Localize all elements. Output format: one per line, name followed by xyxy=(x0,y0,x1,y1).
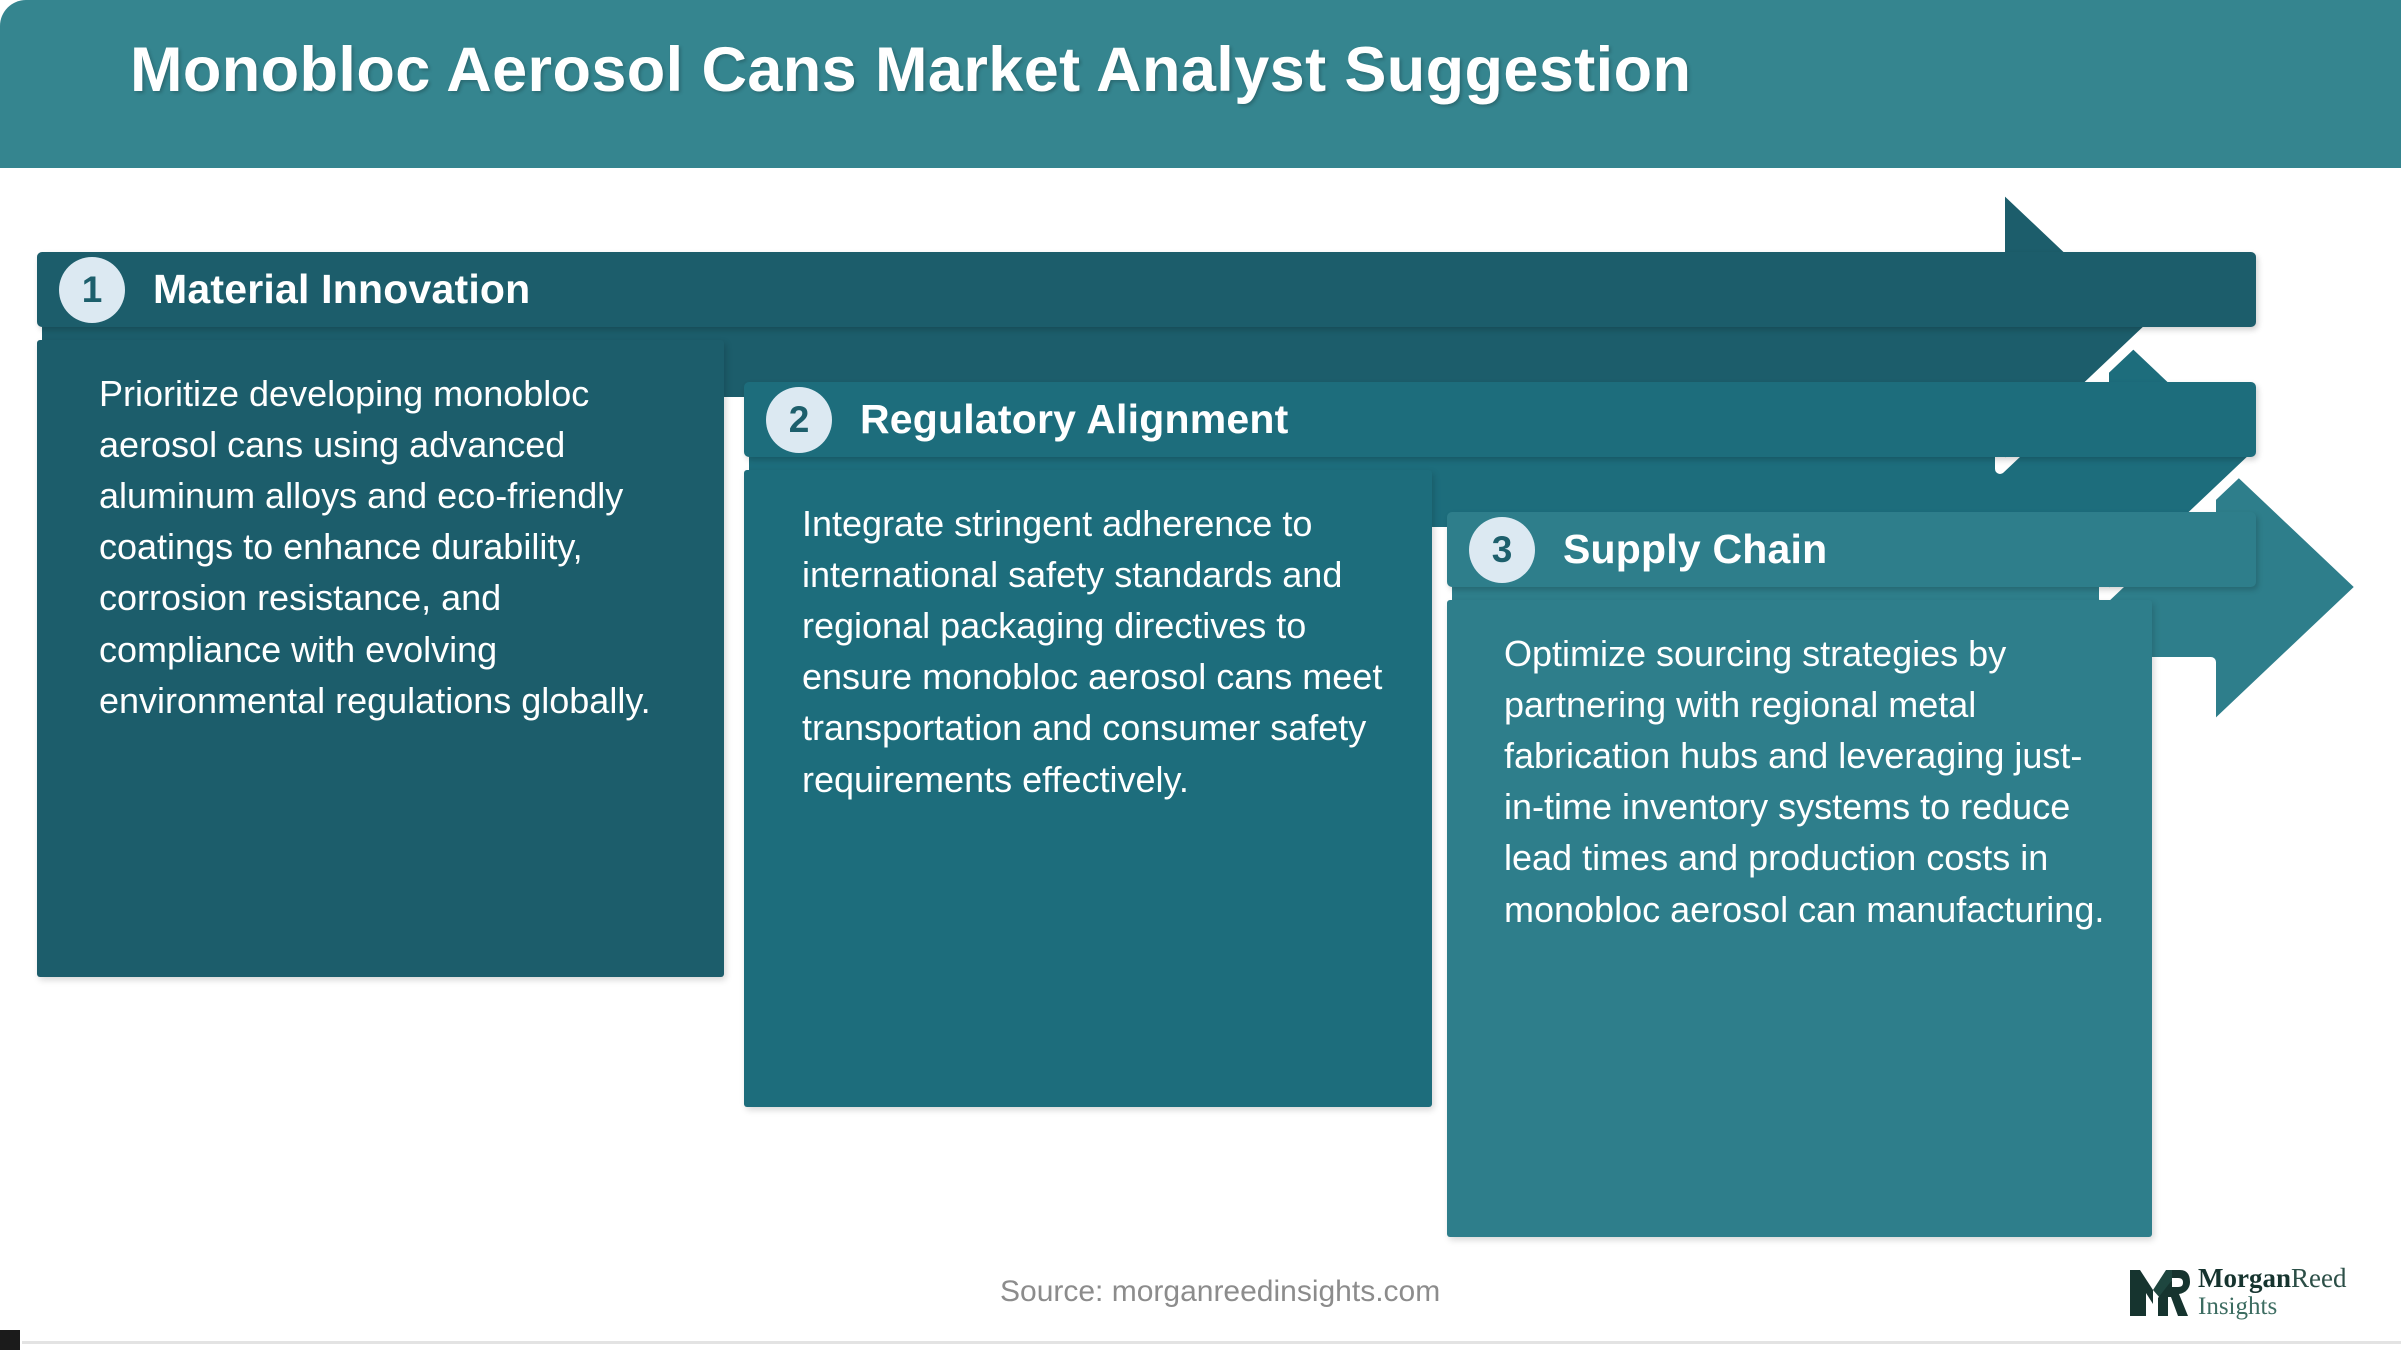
brand-logo: MorganReed Insights xyxy=(2128,1258,2348,1326)
step-card-1: Prioritize developing monobloc aerosol c… xyxy=(37,340,724,977)
logo-insights-text: Insights xyxy=(2198,1293,2278,1320)
page-title: Monobloc Aerosol Cans Market Analyst Sug… xyxy=(130,35,1692,105)
step-number-badge-2: 2 xyxy=(766,386,832,453)
step-number-badge-1: 1 xyxy=(59,256,125,323)
step-band-3[interactable]: 3 Supply Chain xyxy=(1447,512,2256,587)
step-band-2[interactable]: 2 Regulatory Alignment xyxy=(744,382,2256,457)
mr-monogram-icon xyxy=(2130,1270,2190,1316)
logo-wordmark: MorganReed Insights xyxy=(2198,1265,2346,1320)
step-body-2: Integrate stringent adherence to interna… xyxy=(802,503,1383,800)
bottom-divider xyxy=(22,1341,2401,1344)
step-body-1: Prioritize developing monobloc aerosol c… xyxy=(99,373,651,721)
logo-reed-text: Reed xyxy=(2290,1263,2347,1293)
header-banner: Monobloc Aerosol Cans Market Analyst Sug… xyxy=(0,0,2401,168)
logo-line-1: MorganReed xyxy=(2198,1265,2346,1292)
logo-morgan-text: Morgan xyxy=(2198,1263,2291,1293)
step-card-3: Optimize sourcing strategies by partneri… xyxy=(1447,600,2152,1237)
step-card-2: Integrate stringent adherence to interna… xyxy=(744,470,1432,1107)
step-title-2: Regulatory Alignment xyxy=(860,396,1289,442)
step-body-3: Optimize sourcing strategies by partneri… xyxy=(1504,633,2105,930)
step-band-1[interactable]: 1 Material Innovation xyxy=(37,252,2256,327)
source-label: Source: morganreedinsights.com xyxy=(1000,1275,1441,1308)
step-title-3: Supply Chain xyxy=(1563,526,1828,572)
corner-marker xyxy=(0,1330,20,1350)
step-title-1: Material Innovation xyxy=(153,266,531,312)
step-number-badge-3: 3 xyxy=(1469,516,1535,583)
